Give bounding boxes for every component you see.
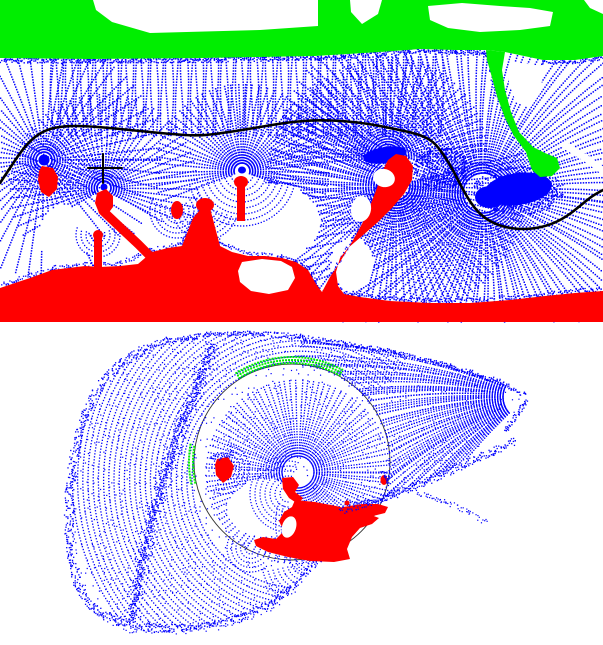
vector-field-figure [0, 0, 603, 645]
figure-canvas [0, 0, 603, 645]
